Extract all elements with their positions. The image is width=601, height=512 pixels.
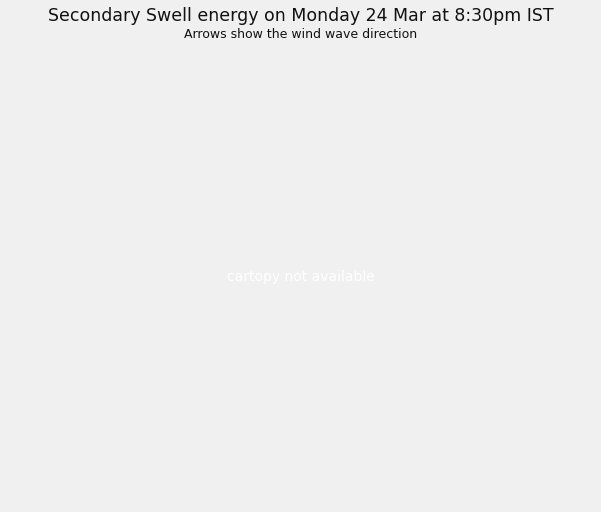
Text: cartopy not available: cartopy not available <box>227 270 374 284</box>
Text: Secondary Swell energy on Monday 24 Mar at 8:30pm IST: Secondary Swell energy on Monday 24 Mar … <box>47 7 554 25</box>
Text: Arrows show the wind wave direction: Arrows show the wind wave direction <box>184 28 417 41</box>
